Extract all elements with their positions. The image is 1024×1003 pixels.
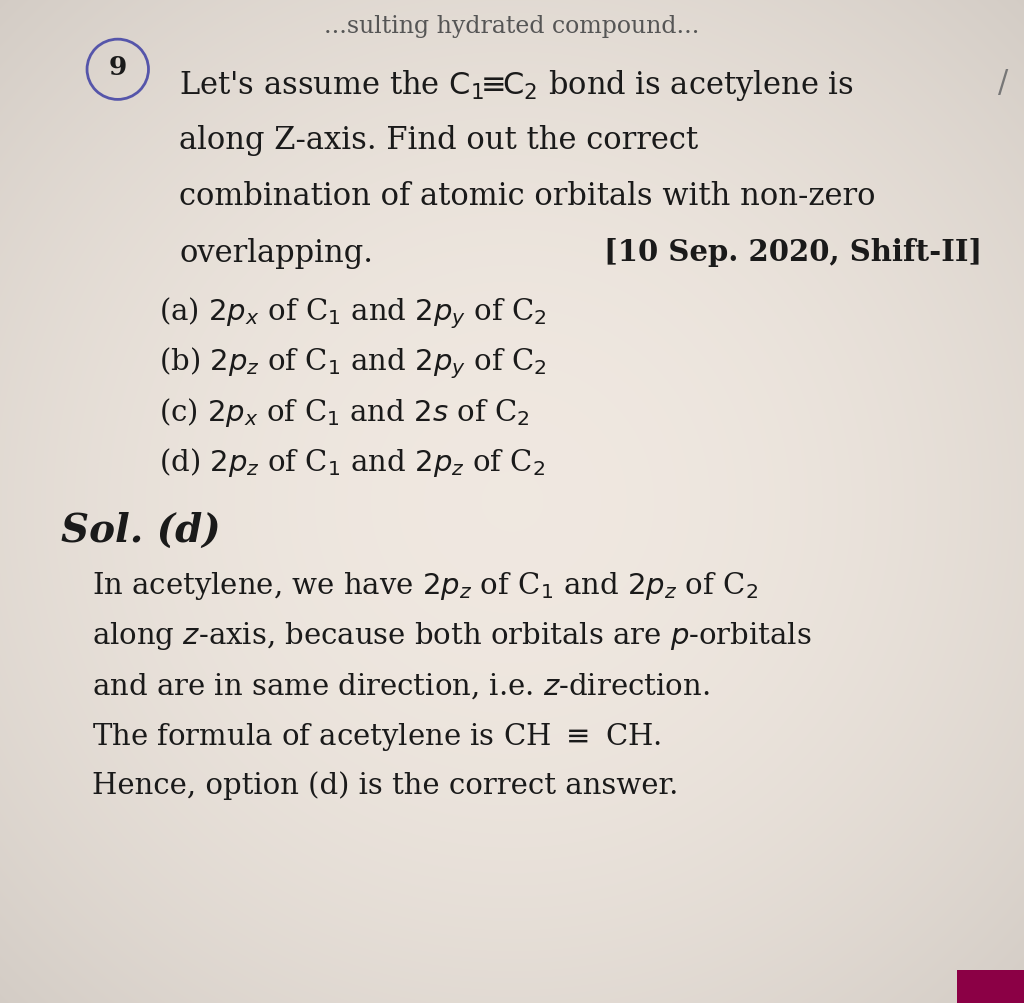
Text: [10 Sep. 2020, Shift-II]: [10 Sep. 2020, Shift-II]: [604, 238, 982, 267]
Text: Let's assume the $\mathrm{C_1}\!\!\equiv\!\!\mathrm{C_2}$ bond is acetylene is: Let's assume the $\mathrm{C_1}\!\!\equiv…: [179, 68, 854, 103]
Text: 9: 9: [109, 55, 127, 79]
Text: Sol. (d): Sol. (d): [61, 512, 221, 550]
Bar: [957, 970, 1024, 1003]
Text: ...sulting hydrated compound...: ...sulting hydrated compound...: [325, 15, 699, 38]
Text: overlapping.: overlapping.: [179, 238, 373, 269]
Text: Hence, option (d) is the correct answer.: Hence, option (d) is the correct answer.: [92, 770, 679, 799]
Text: (c) $2p_x$ of C$_1$ and $2s$ of C$_2$: (c) $2p_x$ of C$_1$ and $2s$ of C$_2$: [159, 395, 529, 428]
Text: (d) $2p_z$ of C$_1$ and $2p_z$ of C$_2$: (d) $2p_z$ of C$_1$ and $2p_z$ of C$_2$: [159, 445, 545, 478]
Text: combination of atomic orbitals with non-zero: combination of atomic orbitals with non-…: [179, 181, 876, 212]
Text: along Z-axis. Find out the correct: along Z-axis. Find out the correct: [179, 125, 698, 156]
Text: /: /: [998, 68, 1009, 99]
Text: The formula of acetylene is CH $\equiv$ CH.: The formula of acetylene is CH $\equiv$ …: [92, 720, 662, 752]
Text: In acetylene, we have $2p_z$ of C$_1$ and $2p_z$ of C$_2$: In acetylene, we have $2p_z$ of C$_1$ an…: [92, 570, 758, 602]
Text: and are in same direction, i.e. $z$-direction.: and are in same direction, i.e. $z$-dire…: [92, 670, 710, 700]
Text: along $z$-axis, because both orbitals are $p$-orbitals: along $z$-axis, because both orbitals ar…: [92, 620, 812, 652]
Text: (b) $2p_z$ of C$_1$ and $2p_y$ of C$_2$: (b) $2p_z$ of C$_1$ and $2p_y$ of C$_2$: [159, 345, 547, 380]
Text: (a) $2p_x$ of C$_1$ and $2p_y$ of C$_2$: (a) $2p_x$ of C$_1$ and $2p_y$ of C$_2$: [159, 295, 547, 330]
